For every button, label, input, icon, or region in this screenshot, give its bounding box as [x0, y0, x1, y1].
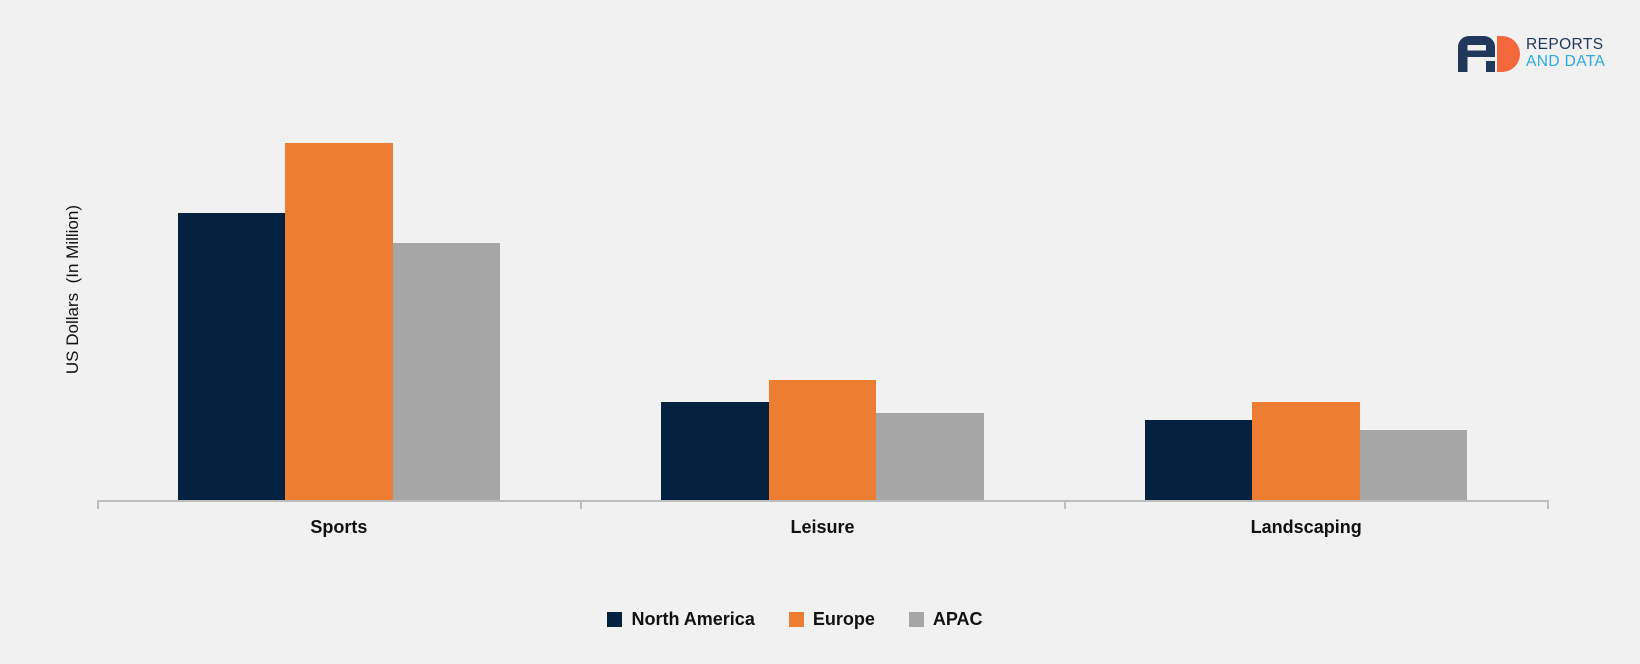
bar-north-america-leisure: [661, 402, 769, 500]
category-label-leisure: Leisure: [790, 517, 855, 537]
x-axis-tick: [1547, 500, 1549, 509]
legend-swatch-europe: [788, 612, 804, 627]
legend-swatch-north-america: [607, 612, 623, 627]
legend-item-apac: APAC: [908, 609, 983, 630]
legend: North America Europe APAC: [0, 609, 1590, 630]
logo-line2: AND DATA: [1526, 53, 1606, 70]
logo-r-icon: [1458, 36, 1495, 72]
logo-line1: REPORTS: [1526, 36, 1604, 54]
x-axis-tick: [580, 500, 582, 509]
category-group-landscaping: [1064, 120, 1548, 500]
bar-apac-leisure: [876, 413, 984, 500]
bar-apac-landscaping: [1359, 430, 1468, 500]
category-label-sports: Sports: [310, 517, 368, 537]
category-group-leisure: [581, 120, 1065, 500]
x-axis-line: [97, 500, 1548, 502]
legend-label-north-america: North America: [631, 609, 755, 629]
bar-apac-sports: [392, 243, 501, 500]
plot-area: [97, 120, 1548, 500]
legend-label-europe: Europe: [812, 609, 875, 629]
logo-d-icon: [1497, 36, 1520, 72]
x-axis-tick: [1064, 500, 1066, 509]
y-axis-title-wrap: US Dollars (In Million): [56, 95, 90, 485]
legend-swatch-apac: [908, 612, 924, 627]
bar-europe-leisure: [768, 380, 877, 500]
reports-and-data-logo: REPORTS AND DATA: [1458, 36, 1605, 72]
bar-europe-sports: [285, 143, 393, 500]
bar-europe-landscaping: [1252, 402, 1360, 500]
logo-text: REPORTS AND DATA: [1526, 37, 1605, 70]
bar-north-america-landscaping: [1144, 420, 1253, 500]
legend-item-north-america: North America: [607, 609, 755, 630]
legend-label-apac: APAC: [932, 609, 983, 629]
y-axis-title: US Dollars (In Million): [63, 205, 82, 375]
legend-item-europe: Europe: [788, 609, 875, 630]
category-group-sports: [97, 120, 581, 500]
bar-north-america-sports: [177, 213, 286, 500]
category-label-landscaping: Landscaping: [1250, 517, 1362, 537]
x-axis-category-labels: Sports Leisure Landscaping: [97, 517, 1548, 538]
x-axis-tick: [97, 500, 99, 509]
